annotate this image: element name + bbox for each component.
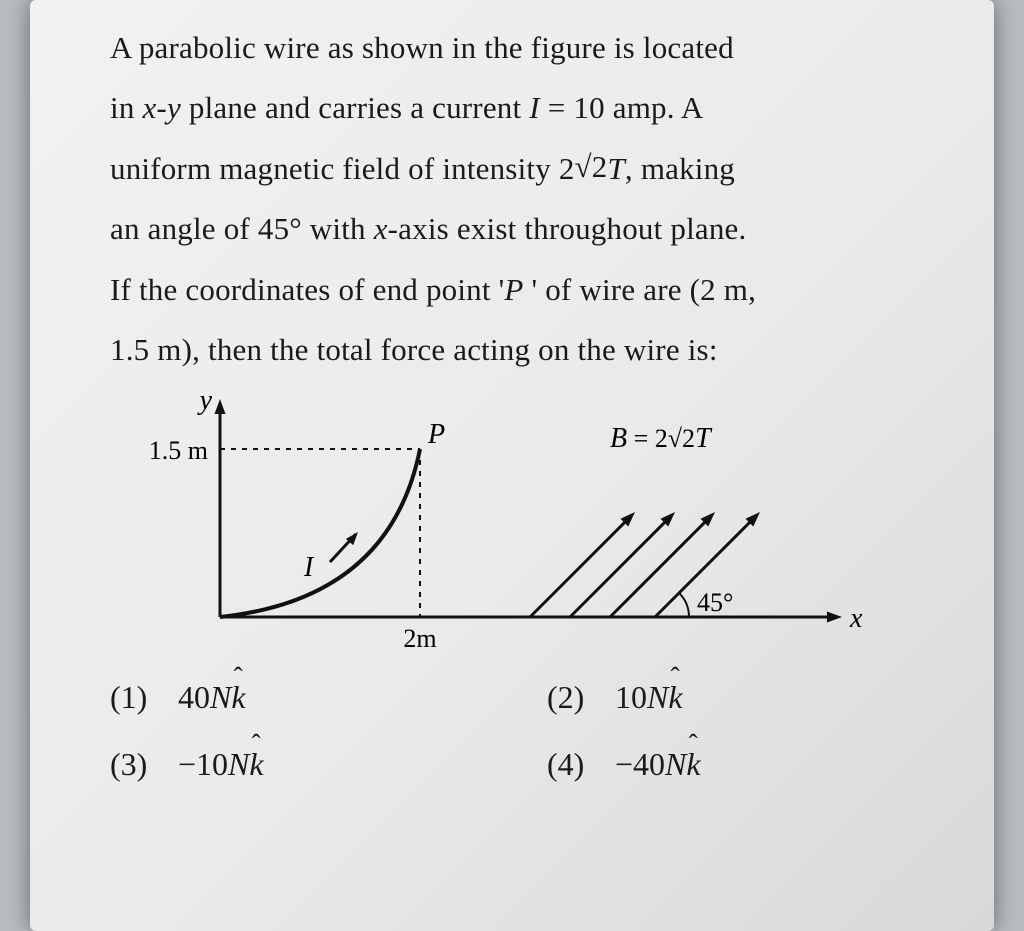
page: A parabolic wire as shown in the figure … — [30, 0, 994, 931]
q-line2-mid: plane and carries a current — [181, 90, 529, 125]
q-line4-pre: an angle of 45° with — [110, 211, 374, 246]
opt4-pre: −40 — [615, 746, 665, 782]
svg-text:I: I — [303, 552, 315, 583]
option-1-val: 40Nk — [178, 679, 246, 716]
option-3-num: (3) — [110, 746, 170, 783]
option-2-val: 10Nk — [615, 679, 683, 716]
q-line2-pre: in — [110, 90, 142, 125]
svg-text:y: y — [197, 387, 213, 416]
svg-text:x: x — [849, 603, 863, 634]
svg-text:1.5 m: 1.5 m — [149, 436, 208, 465]
opt1-pre: 40 — [178, 679, 210, 715]
opt3-N: N — [228, 746, 249, 782]
option-4: (4) −40Nk — [547, 746, 944, 783]
options-grid: (1) 40Nk (2) 10Nk (3) −10Nk (4) −40Nk — [110, 679, 944, 783]
question-text: A parabolic wire as shown in the figure … — [110, 18, 944, 381]
opt4-N: N — [665, 746, 686, 782]
svg-text:B = 2√2T: B = 2√2T — [610, 423, 713, 454]
opt1-N: N — [210, 679, 231, 715]
option-4-num: (4) — [547, 746, 607, 783]
q-line6: 1.5 m), then the total force acting on t… — [110, 332, 718, 367]
option-1: (1) 40Nk — [110, 679, 507, 716]
q-line3-pre: uniform magnetic field of intensity 2 — [110, 151, 575, 186]
option-2-num: (2) — [547, 679, 607, 716]
opt3-pre: −10 — [178, 746, 228, 782]
q-line4-post: -axis exist throughout plane. — [388, 211, 747, 246]
svg-text:2m: 2m — [403, 624, 436, 653]
opt1-k: k — [231, 679, 245, 716]
opt2-k: k — [668, 679, 682, 716]
opt4-k: k — [686, 746, 700, 783]
opt2-N: N — [647, 679, 668, 715]
q-line5-pre: If the coordinates of end point ' — [110, 272, 504, 307]
option-4-val: −40Nk — [615, 746, 701, 783]
opt2-pre: 10 — [615, 679, 647, 715]
q-line3-post: , making — [625, 151, 735, 186]
opt2-k-letter: k — [668, 679, 682, 715]
problem-figure: y x 1.5 m 2m P I 45° B = 2√2T — [100, 387, 880, 667]
option-3: (3) −10Nk — [110, 746, 507, 783]
q-sqrt: √2 — [575, 149, 608, 184]
opt3-k: k — [249, 746, 263, 783]
opt3-k-letter: k — [249, 746, 263, 782]
opt1-k-letter: k — [231, 679, 245, 715]
q-T: T — [607, 151, 624, 186]
svg-text:P: P — [427, 419, 445, 450]
q-x: x — [374, 211, 388, 246]
option-1-num: (1) — [110, 679, 170, 716]
opt4-k-letter: k — [686, 746, 700, 782]
option-3-val: −10Nk — [178, 746, 264, 783]
option-2: (2) 10Nk — [547, 679, 944, 716]
q-line2-post: = 10 amp. A — [540, 90, 704, 125]
svg-text:45°: 45° — [697, 588, 733, 617]
q-I: I — [529, 90, 540, 125]
q-xy: x-y — [142, 90, 180, 125]
q-line5-post: ' of wire are (2 m, — [524, 272, 757, 307]
q-P: P — [504, 272, 523, 307]
q-line1: A parabolic wire as shown in the figure … — [110, 30, 734, 65]
